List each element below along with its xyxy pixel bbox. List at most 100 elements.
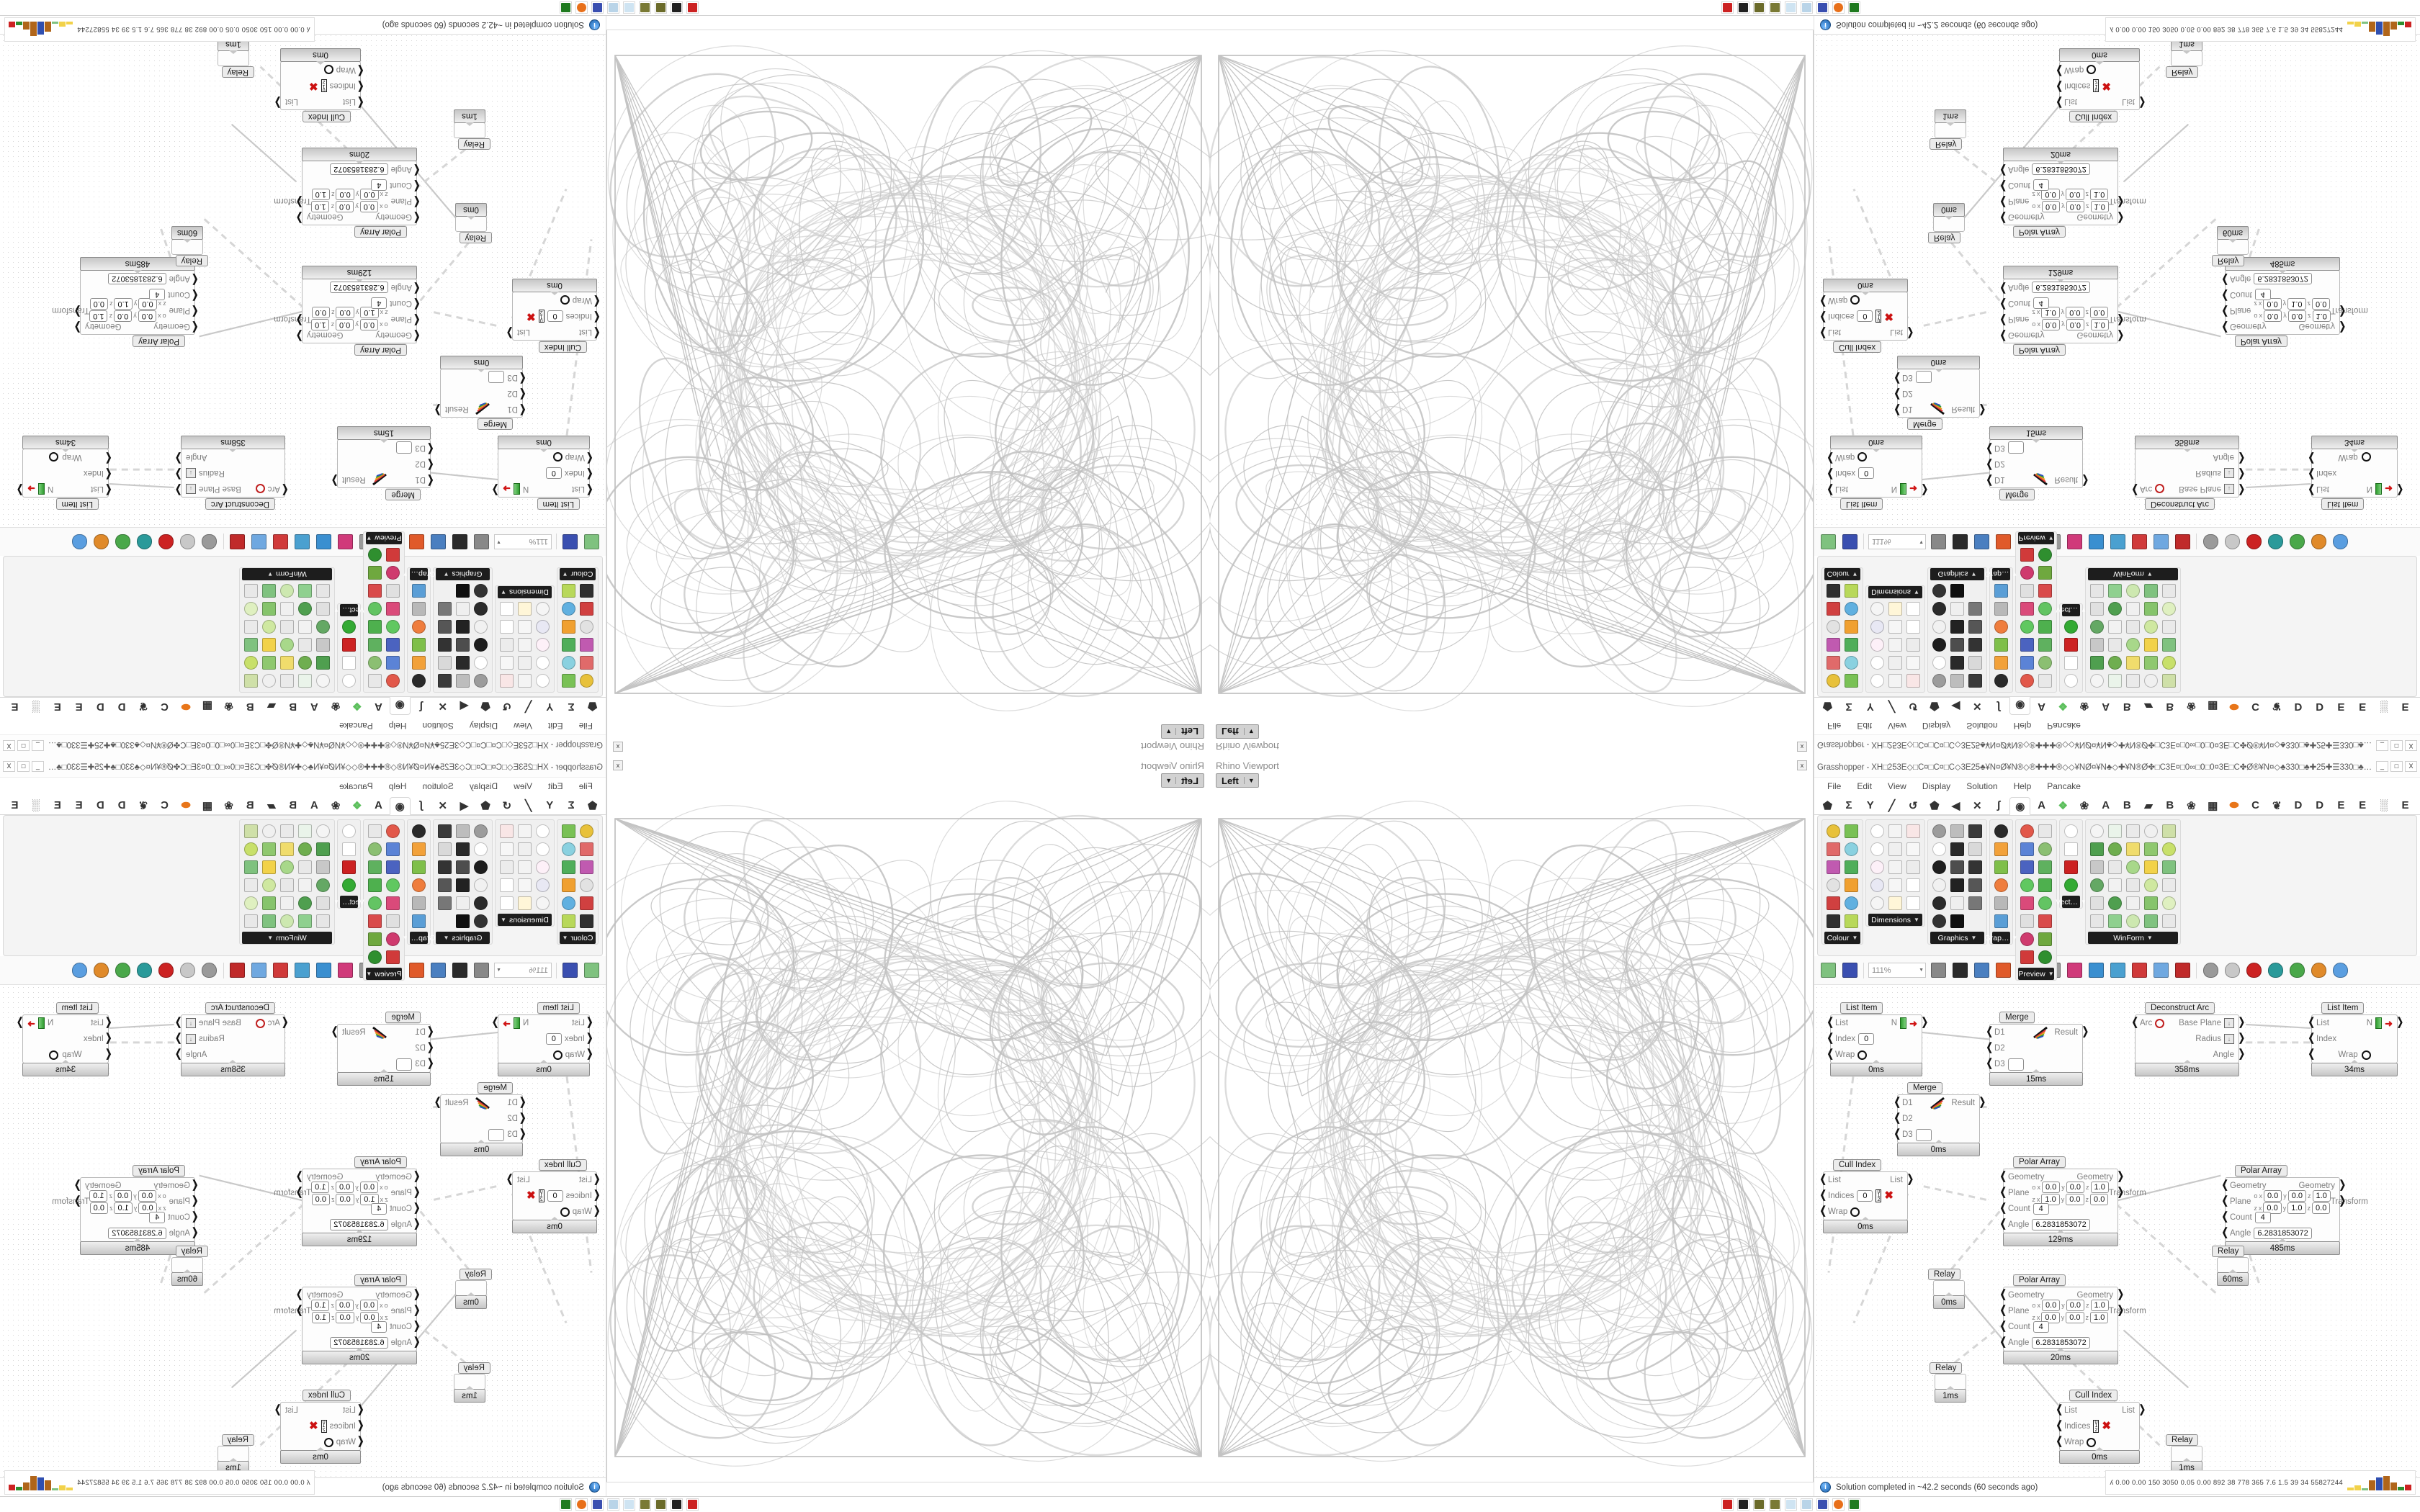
gh-component-deconstruct-arc-1[interactable]: Deconstruct Arc ❬ Arc ❭ Base Plane ↓ ❭ Radius ↓ ❭… [2130, 436, 2246, 511]
gh-component-list-item-1[interactable]: List Item ❬ List ❭ N ➜ ❬ Index 0 ❬ Wrap 0ms [490, 1001, 594, 1076]
gh-component-cull-index-1[interactable]: Cull Index ❬ List ❭ List ❬ Indices 0 0 1 2 ✖ ❬ Wrap 0m… [1819, 279, 1915, 354]
input-param[interactable]: Indices 0 1 2 ✖ [2064, 1419, 2111, 1434]
input-param[interactable]: Count 4 [149, 289, 190, 300]
value-field[interactable]: 1.0 [2090, 319, 2109, 331]
ribbon-group-grap[interactable]: Grap… ▼ [403, 567, 435, 693]
ribbon-group-label[interactable]: Vect… ▼ [333, 604, 364, 616]
help-icon[interactable] [2130, 961, 2148, 980]
output-param[interactable]: Result [342, 473, 387, 486]
windows-taskbar[interactable] [1210, 1496, 2420, 1512]
component-icon-6-0[interactable] [314, 822, 332, 840]
ribbon-group-winform[interactable]: WinForm ▼ [239, 567, 335, 693]
gh-component-merge-2[interactable]: Merge ❬ D1 ❭ Result ❬ D2 ❬ D3 0ms [1893, 1081, 1987, 1156]
output-param[interactable]: N ➜ [2367, 483, 2393, 495]
gh-relay-relay-1[interactable]: Relay 60ms [2212, 1244, 2249, 1286]
ribbon-icon-grid[interactable] [1992, 822, 2010, 930]
chevron-down-icon[interactable]: ▼ [501, 917, 507, 923]
addon-bug-tab[interactable]: ❀ [218, 796, 239, 814]
chevron-down-icon[interactable]: ▼ [1971, 935, 1977, 941]
component-icon-6-17[interactable] [278, 618, 296, 636]
input-param[interactable]: List [343, 97, 356, 106]
wrap-toggle-icon[interactable] [560, 295, 570, 305]
component-icon-1-14[interactable] [498, 894, 516, 912]
component-body[interactable]: ❬ List ❭ N ➜ ❬ Index ❬ Wrap [2307, 1014, 2405, 1063]
chevron-down-icon[interactable]: ▼ [1919, 968, 1924, 973]
olive2-taskbar-icon[interactable] [1769, 1, 1781, 14]
output-nub-icon[interactable]: ❭ [295, 212, 304, 224]
component-icon-4-0[interactable] [384, 672, 402, 690]
ribbon-group-winform[interactable]: WinForm ▼ [2085, 567, 2181, 693]
component-name-tag[interactable]: Cull Index [2069, 111, 2118, 122]
addon-grid-tab[interactable]: ▦ [197, 698, 218, 716]
addon-e2-tab[interactable]: E [48, 698, 68, 716]
output-param[interactable]: Transform [274, 1189, 311, 1197]
input-nub-icon[interactable]: ❬ [190, 1179, 200, 1191]
input-param[interactable]: Wrap [560, 295, 592, 305]
note-icon[interactable] [315, 533, 333, 552]
component-icon-4-5[interactable] [366, 636, 384, 654]
value-field[interactable]: 4 [149, 1212, 166, 1223]
input-param[interactable]: Indices 0 0 1 2 ✖ [1828, 309, 1894, 323]
ribbon-group-label[interactable]: Colour ▼ [560, 568, 596, 580]
ribbon-icon-grid[interactable] [340, 822, 358, 894]
chevron-down-icon[interactable]: ▼ [366, 971, 372, 977]
gh-component-cull-index-2[interactable]: Cull Index ❬ List ❭ List ❬ Indices 0 1 2 ✖ ❬ Wrap 0ms [273, 1388, 365, 1464]
input-nub-icon[interactable]: ❬ [412, 1320, 421, 1332]
input-param[interactable]: Index 0 [545, 467, 585, 479]
component-body[interactable]: ❬ List ❭ N ➜ ❬ Index 0 ❬ Wrap [490, 1014, 594, 1063]
ribbon-icon-grid[interactable] [2088, 582, 2178, 690]
output-param[interactable]: List [517, 328, 530, 336]
gh-component-list-item-1[interactable]: List Item ❬ List ❭ N ➜ ❬ Index 0 ❬ Wrap 0ms [1826, 436, 1930, 511]
addon-d2-tab[interactable]: D [2309, 698, 2330, 716]
component-icon-6-5[interactable] [314, 840, 332, 858]
zoom-level-field[interactable]: 111% ▼ [494, 534, 552, 549]
component-name-tag[interactable]: Polar Array [2235, 1165, 2287, 1176]
save-taskbar-icon[interactable] [591, 1, 604, 14]
vector-tab[interactable]: ╱ [1881, 698, 1902, 716]
grasshopper-canvas[interactable]: List Item ❬ List ❭ N ➜ ❬ Index 0 ❬ Wrap 0ms Merge ❬ D1… [0, 12, 606, 527]
component-icon-6-7[interactable] [278, 654, 296, 672]
addon-b2-tab[interactable]: B [2159, 796, 2180, 814]
sphere-blue-icon[interactable] [71, 533, 89, 552]
grasshopper-taskbar-icon[interactable] [671, 1498, 683, 1511]
component-icon-6-24[interactable] [242, 894, 260, 912]
component-icon-2-9[interactable] [1930, 618, 1948, 636]
input-nub-icon[interactable]: ❬ [2307, 1048, 2316, 1060]
output-nub-icon[interactable]: ❭ [2338, 1179, 2347, 1191]
component-body[interactable]: ❬ Geometry ❭ Geometry ❬ Plane o x 0.0 y 0.0 z 1.0 z x 0… [274, 161, 421, 225]
input-nub-icon[interactable]: ❬ [518, 1112, 527, 1124]
input-param[interactable]: D3 [1902, 1128, 1932, 1141]
input-nub-icon[interactable]: ❬ [104, 1016, 113, 1028]
component-icon-2-8[interactable] [436, 858, 454, 876]
value-field[interactable]: 0.0 [359, 1181, 379, 1193]
component-name-tag[interactable]: Merge [385, 489, 421, 500]
input-nub-icon[interactable]: ❬ [412, 164, 421, 176]
component-icon-5-0[interactable] [340, 672, 358, 690]
component-icon-0-8[interactable] [578, 894, 596, 912]
output-nub-icon[interactable]: ❭ [2116, 1288, 2125, 1300]
component-icon-6-29[interactable] [2160, 912, 2178, 930]
output-param[interactable]: Geometry [2077, 1291, 2114, 1300]
balloon-icon[interactable] [250, 961, 269, 980]
relay-name-tag[interactable]: Relay [221, 66, 254, 78]
component-icon-3-0[interactable] [410, 672, 428, 690]
output-param[interactable]: Radius ↓ [2195, 1034, 2234, 1044]
component-name-tag[interactable]: Deconstruct Arc [205, 1002, 275, 1014]
balloon-icon[interactable] [2151, 961, 2170, 980]
input-nub-icon[interactable]: ❬ [356, 1419, 365, 1431]
addon-e-tab[interactable]: E [68, 796, 89, 814]
component-icon-1-6[interactable] [1868, 858, 1886, 876]
component-icon-4-1[interactable] [366, 672, 384, 690]
component-icon-3-0[interactable] [1992, 822, 2010, 840]
olive-taskbar-icon[interactable] [1753, 1, 1765, 14]
input-nub-icon[interactable]: ❬ [104, 468, 113, 480]
component-icon-6-12[interactable] [278, 636, 296, 654]
sphere-red-icon[interactable] [2244, 961, 2263, 980]
mesh-tab[interactable]: ◀ [454, 796, 475, 814]
gh-component-merge-1[interactable]: Merge ❬ D1 ❭ Result ❬ D2 ❬ D3 15ms [330, 426, 435, 502]
input-param[interactable]: Arc [255, 484, 280, 494]
addon-a-tab[interactable]: A [368, 698, 389, 716]
ribbon-icon-grid[interactable] [410, 582, 428, 690]
chevron-down-icon[interactable]: ▼ [2012, 935, 2018, 941]
component-icon-4-5[interactable] [2036, 858, 2054, 876]
